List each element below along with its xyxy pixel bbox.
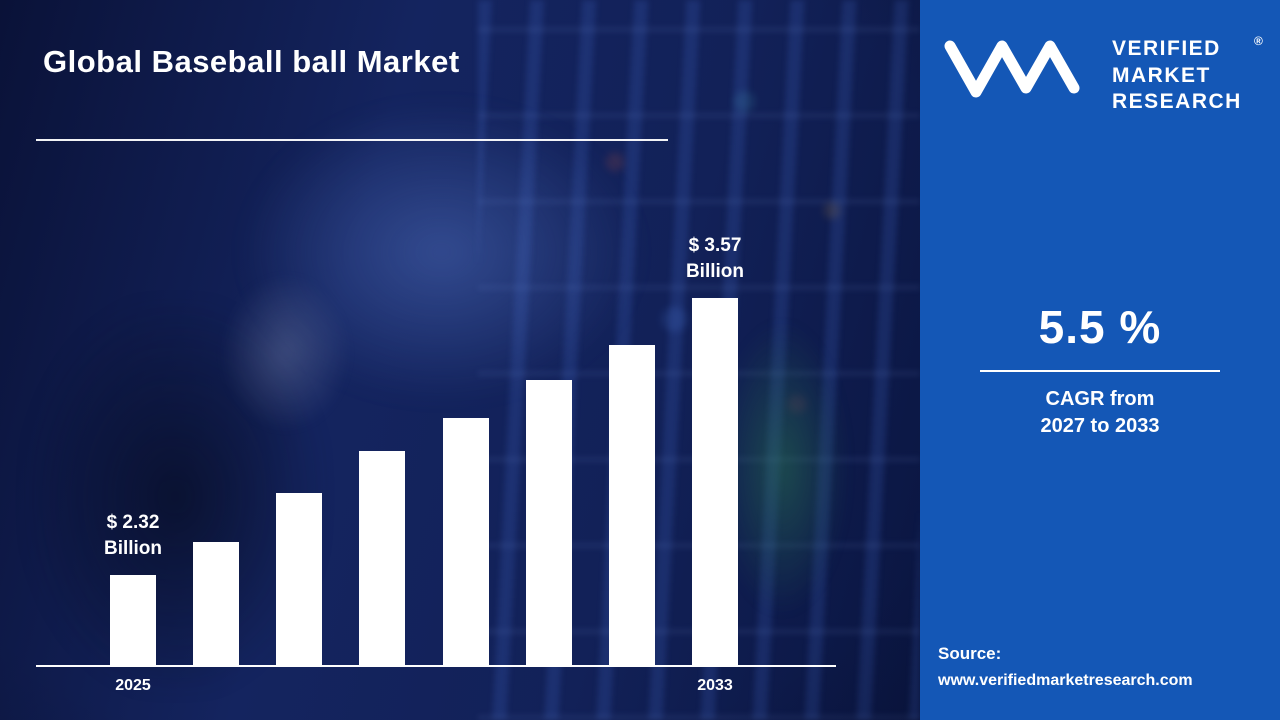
cagr-stat: 5.5 % CAGR from 2027 to 2033 [920, 300, 1280, 440]
bar-2 [276, 493, 323, 665]
bar-wrap [608, 270, 655, 665]
bar-group: 2025 $ 2.32 Billion 2033 $ 3.57 Billion [104, 235, 744, 694]
bar-wrap [359, 270, 406, 665]
title-underline [36, 139, 668, 141]
chart-panel: Global Baseball ball Market 2025 $ 2.32 Bi… [0, 0, 920, 720]
bar-6 [608, 345, 655, 665]
brand-logo: VERIFIED MARKET RESEARCH ® [936, 30, 1263, 116]
cagr-caption-line-2: 2027 to 2033 [1040, 415, 1160, 437]
stat-underline [980, 370, 1220, 372]
cagr-caption-line-1: CAGR from [1045, 388, 1155, 410]
source-block: Source: www.verifiedmarketresearch.com [938, 644, 1193, 690]
brand-line: MARKET [1112, 63, 1211, 87]
cagr-value: 5.5 % [1038, 301, 1162, 353]
x-tick-label: 2025 [115, 677, 151, 694]
bar-wrap: 2025 $ 2.32 Billion [104, 270, 162, 694]
registered-trademark: ® [1254, 34, 1263, 48]
bar-7 [691, 298, 738, 665]
x-tick-label: 2033 [697, 677, 733, 694]
bar-wrap: 2033 $ 3.57 Billion [686, 235, 744, 694]
page-title: Global Baseball ball Market [43, 44, 460, 79]
brand-line: RESEARCH [1112, 90, 1242, 114]
brand-name: VERIFIED MARKET RESEARCH ® [1112, 34, 1263, 116]
bar-wrap [442, 270, 489, 665]
brand-sidebar: VERIFIED MARKET RESEARCH ® 5.5 % CAGR fr… [920, 0, 1280, 720]
vmr-monogram-icon [944, 40, 1080, 98]
bar-0 [110, 575, 156, 665]
source-label: Source: [938, 644, 1002, 663]
value-annotation: $ 3.57 Billion [685, 234, 745, 283]
bar-chart: 2025 $ 2.32 Billion 2033 $ 3.57 Billion [36, 235, 836, 694]
bar-wrap [525, 270, 572, 665]
source-url[interactable]: www.verifiedmarketresearch.com [938, 672, 1193, 689]
bar-5 [525, 380, 572, 665]
brand-line: VERIFIED [1112, 37, 1221, 60]
cagr-caption: CAGR from 2027 to 2033 [920, 386, 1280, 440]
bar-4 [442, 418, 489, 665]
bar-wrap [193, 270, 240, 665]
bar-wrap [276, 270, 323, 665]
bar-3 [359, 451, 406, 665]
value-annotation: $ 2.32 Billion [103, 511, 163, 560]
bar-1 [193, 542, 240, 665]
